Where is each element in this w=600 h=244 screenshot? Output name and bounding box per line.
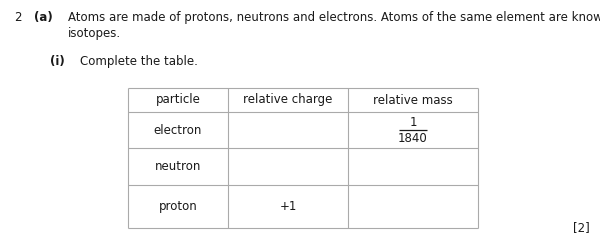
- Text: 1840: 1840: [398, 132, 428, 145]
- Text: 1: 1: [409, 115, 417, 129]
- Text: neutron: neutron: [155, 160, 201, 173]
- Text: relative mass: relative mass: [373, 93, 453, 106]
- Text: electron: electron: [154, 123, 202, 136]
- Text: +1: +1: [280, 200, 296, 213]
- Text: relative charge: relative charge: [244, 93, 332, 106]
- Text: 2: 2: [14, 11, 22, 24]
- Text: (a): (a): [34, 11, 53, 24]
- Text: Atoms are made of protons, neutrons and electrons. Atoms of the same element are: Atoms are made of protons, neutrons and …: [68, 11, 600, 24]
- Text: (i): (i): [50, 55, 65, 68]
- Text: [2]: [2]: [573, 221, 590, 234]
- Text: particle: particle: [155, 93, 200, 106]
- Text: proton: proton: [158, 200, 197, 213]
- Text: Complete the table.: Complete the table.: [80, 55, 198, 68]
- Text: isotopes.: isotopes.: [68, 27, 121, 40]
